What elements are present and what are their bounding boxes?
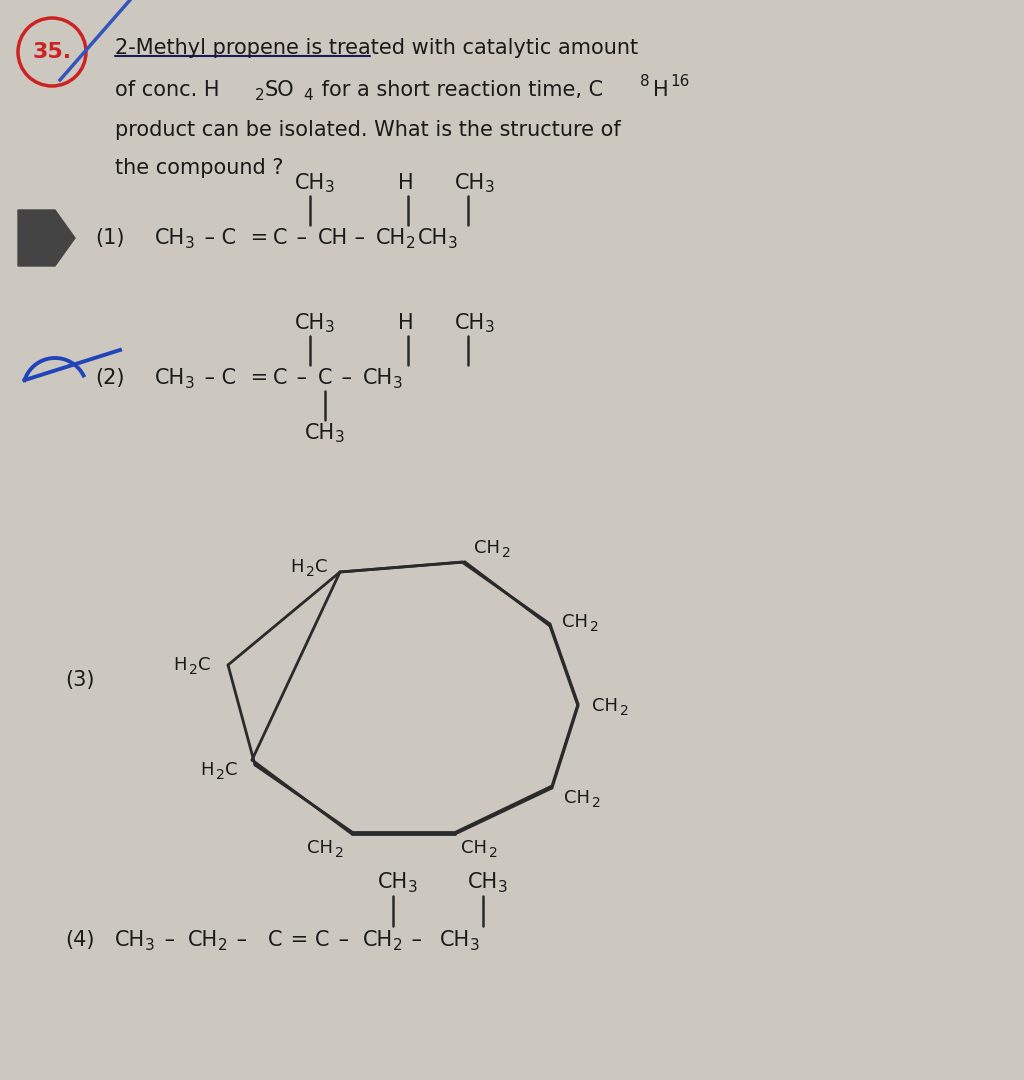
Text: (4): (4) xyxy=(65,930,94,950)
Text: CH: CH xyxy=(305,423,335,443)
Text: 2-Methyl propene is treated with catalytic amount: 2-Methyl propene is treated with catalyt… xyxy=(115,38,638,58)
Text: 2: 2 xyxy=(216,768,224,782)
Text: 2: 2 xyxy=(502,546,511,561)
Text: 3: 3 xyxy=(498,879,508,894)
Text: (1): (1) xyxy=(95,228,125,248)
Text: 2: 2 xyxy=(306,565,314,579)
Text: –: – xyxy=(332,930,355,950)
Text: H: H xyxy=(200,761,213,779)
Text: 3: 3 xyxy=(185,376,195,391)
Text: CH: CH xyxy=(455,173,485,193)
Text: CH: CH xyxy=(378,872,409,892)
Text: 8: 8 xyxy=(640,75,649,90)
Text: (2): (2) xyxy=(95,368,125,388)
Text: product can be isolated. What is the structure of: product can be isolated. What is the str… xyxy=(115,120,621,140)
Text: 3: 3 xyxy=(408,879,418,894)
Text: CH: CH xyxy=(468,872,498,892)
Text: CH: CH xyxy=(295,173,326,193)
Polygon shape xyxy=(18,210,75,266)
Text: 3: 3 xyxy=(145,937,155,953)
Text: CH: CH xyxy=(115,930,145,950)
Text: for a short reaction time, C: for a short reaction time, C xyxy=(315,80,603,100)
Text: –: – xyxy=(290,368,313,388)
Text: CH: CH xyxy=(474,539,500,557)
Text: CH: CH xyxy=(440,930,470,950)
Text: C: C xyxy=(318,368,333,388)
Text: of conc. H: of conc. H xyxy=(115,80,219,100)
Text: 2: 2 xyxy=(592,796,601,810)
Text: C: C xyxy=(225,761,238,779)
Text: –: – xyxy=(335,368,358,388)
Text: 2: 2 xyxy=(590,620,599,634)
Text: –: – xyxy=(230,930,254,950)
Text: – C: – C xyxy=(198,228,237,248)
Text: =: = xyxy=(244,228,274,248)
Text: H: H xyxy=(398,313,414,333)
Text: CH: CH xyxy=(562,613,588,631)
Text: H: H xyxy=(398,173,414,193)
Text: 2: 2 xyxy=(335,846,344,860)
Text: CH: CH xyxy=(592,697,618,715)
Text: C: C xyxy=(198,656,211,674)
Text: 3: 3 xyxy=(325,321,335,336)
Text: 2: 2 xyxy=(393,937,402,953)
Text: 3: 3 xyxy=(335,431,345,445)
Text: 2: 2 xyxy=(218,937,227,953)
Text: C: C xyxy=(268,930,283,950)
Text: CH: CH xyxy=(295,313,326,333)
Text: the compound ?: the compound ? xyxy=(115,158,284,178)
Text: CH: CH xyxy=(362,930,393,950)
Text: CH: CH xyxy=(362,368,393,388)
Text: SO: SO xyxy=(265,80,295,100)
Text: C: C xyxy=(273,228,288,248)
Text: CH: CH xyxy=(307,839,333,858)
Text: CH: CH xyxy=(376,228,407,248)
Text: =: = xyxy=(284,930,314,950)
Text: 4: 4 xyxy=(303,89,312,104)
Text: 3: 3 xyxy=(470,937,480,953)
Text: CH: CH xyxy=(418,228,449,248)
Text: (3): (3) xyxy=(65,670,94,690)
Text: 35.: 35. xyxy=(33,42,72,62)
Text: 16: 16 xyxy=(670,75,689,90)
Text: 3: 3 xyxy=(393,376,402,391)
Text: –: – xyxy=(406,930,429,950)
Text: C: C xyxy=(273,368,288,388)
Text: 3: 3 xyxy=(449,235,458,251)
Text: CH: CH xyxy=(155,228,185,248)
Text: H: H xyxy=(290,558,303,576)
Text: CH: CH xyxy=(461,839,487,858)
Text: –: – xyxy=(158,930,181,950)
Text: –: – xyxy=(348,228,372,248)
Text: – C: – C xyxy=(198,368,237,388)
Text: 2: 2 xyxy=(620,704,629,718)
Text: CH: CH xyxy=(188,930,218,950)
Text: 2: 2 xyxy=(406,235,416,251)
Text: 2: 2 xyxy=(489,846,498,860)
Text: 3: 3 xyxy=(325,180,335,195)
Text: H: H xyxy=(653,80,669,100)
Text: CH: CH xyxy=(318,228,348,248)
Text: –: – xyxy=(290,228,313,248)
Text: CH: CH xyxy=(455,313,485,333)
Text: C: C xyxy=(315,930,330,950)
Text: CH: CH xyxy=(564,789,590,807)
Text: =: = xyxy=(244,368,274,388)
Text: C: C xyxy=(315,558,328,576)
Text: CH: CH xyxy=(155,368,185,388)
Text: 3: 3 xyxy=(185,235,195,251)
Text: 2: 2 xyxy=(255,89,264,104)
Text: 2: 2 xyxy=(189,663,198,677)
Text: 3: 3 xyxy=(485,180,495,195)
Text: 3: 3 xyxy=(485,321,495,336)
Text: H: H xyxy=(173,656,186,674)
